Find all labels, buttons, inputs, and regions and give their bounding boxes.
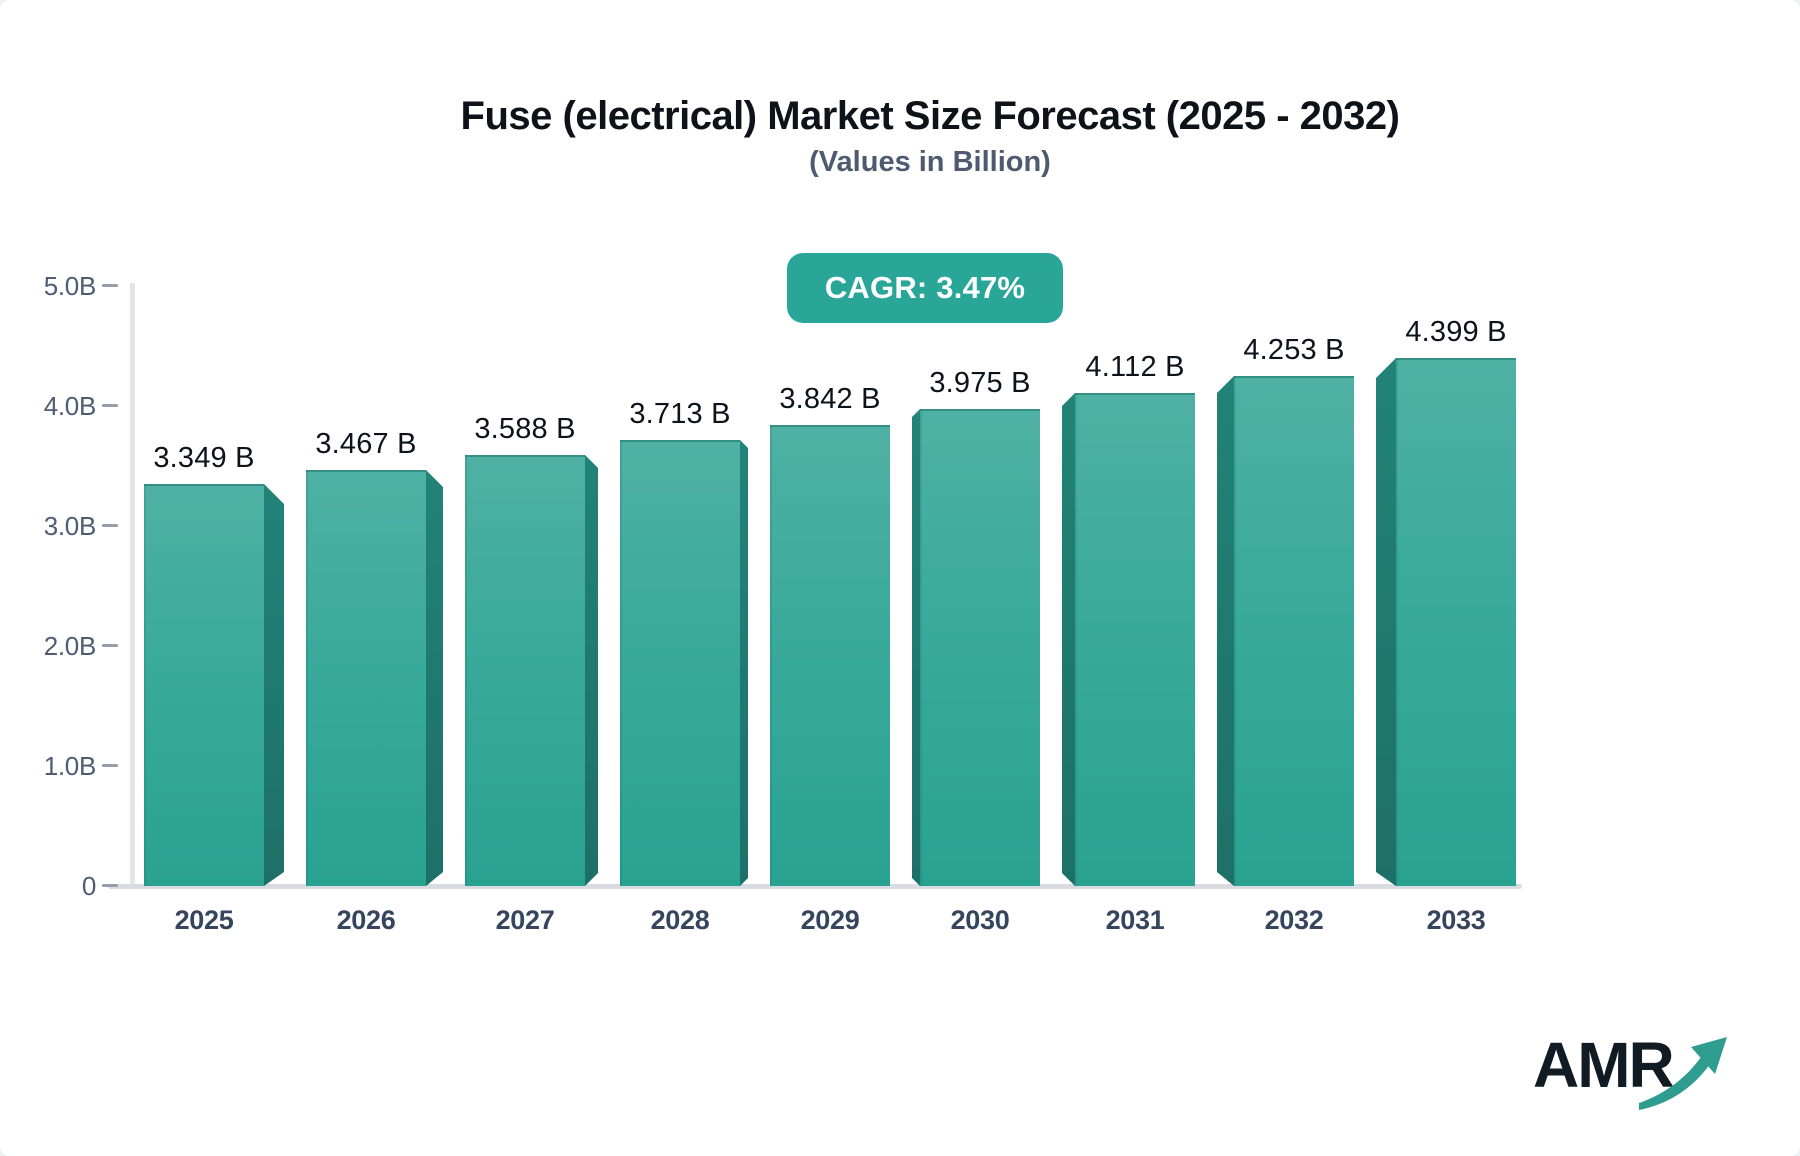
- y-axis-line: [130, 283, 135, 889]
- amr-logo-text: AMR: [1533, 1029, 1675, 1101]
- x-axis-baseline: [108, 884, 1522, 889]
- y-tick-label: 4.0B: [43, 391, 97, 421]
- chart-title: Fuse (electrical) Market Size Forecast (…: [460, 94, 1400, 138]
- bar-side-face-2026: [426, 470, 443, 886]
- bar-2025: [144, 484, 264, 886]
- y-tick-dash: [102, 284, 118, 287]
- bar-2032: [1234, 376, 1354, 886]
- bar-2031: [1075, 393, 1195, 886]
- growth-arrow-icon: [1639, 1037, 1727, 1110]
- bar-value-label-2031: 4.112 B: [1085, 351, 1185, 383]
- bar-value-label-2030: 3.975 B: [929, 367, 1031, 399]
- x-axis-label-2030: 2030: [950, 905, 1010, 935]
- y-tick-dash: [102, 524, 118, 527]
- y-tick-dash: [102, 644, 118, 647]
- x-axis-label-2031: 2031: [1105, 905, 1165, 935]
- bar-side-face-2033: [1376, 358, 1396, 886]
- y-tick-label: 2.0B: [43, 631, 97, 661]
- cagr-badge: CAGR: 3.47%: [787, 253, 1063, 323]
- x-axis-label-2025: 2025: [174, 905, 234, 935]
- x-axis-label-2033: 2033: [1426, 905, 1486, 935]
- bar-side-face-2030: [912, 409, 920, 886]
- x-axis-label-2027: 2027: [495, 905, 555, 935]
- y-tick-label: 0: [81, 871, 96, 901]
- x-axis-label-2028: 2028: [650, 905, 710, 935]
- bar-value-label-2032: 4.253 B: [1243, 334, 1345, 366]
- chart-subtitle: (Values in Billion): [809, 146, 1051, 178]
- bar-side-face-2027: [585, 455, 598, 886]
- bar-value-label-2029: 3.842 B: [779, 383, 881, 415]
- bar-2026: [306, 470, 426, 886]
- bar-side-face-2028: [740, 440, 748, 886]
- y-tick-dash: [102, 884, 118, 887]
- bar-value-label-2026: 3.467 B: [315, 428, 417, 460]
- bar-value-label-2025: 3.349 B: [153, 442, 255, 474]
- x-axis-label-2026: 2026: [336, 905, 396, 935]
- bar-side-face-2025: [264, 484, 284, 886]
- amr-logo: AMR: [1533, 1028, 1763, 1123]
- bar-side-face-2032: [1217, 376, 1234, 886]
- x-axis-label-2029: 2029: [800, 905, 860, 935]
- bar-2030: [920, 409, 1040, 886]
- bar-2027: [465, 455, 585, 886]
- x-axis-label-2032: 2032: [1264, 905, 1324, 935]
- bar-2033: [1396, 358, 1516, 886]
- y-tick-dash: [102, 764, 118, 767]
- y-tick-dash: [102, 404, 118, 407]
- cagr-badge-label: CAGR: 3.47%: [824, 270, 1026, 305]
- y-tick-label: 5.0B: [43, 271, 97, 301]
- bar-value-label-2033: 4.399 B: [1405, 316, 1507, 348]
- bar-side-face-2031: [1062, 393, 1075, 886]
- y-tick-label: 3.0B: [43, 511, 97, 541]
- bar-2028: [620, 440, 740, 886]
- bar-value-label-2028: 3.713 B: [629, 398, 731, 430]
- bar-value-label-2027: 3.588 B: [474, 413, 576, 445]
- y-tick-label: 1.0B: [43, 751, 97, 781]
- bar-2029: [770, 425, 890, 886]
